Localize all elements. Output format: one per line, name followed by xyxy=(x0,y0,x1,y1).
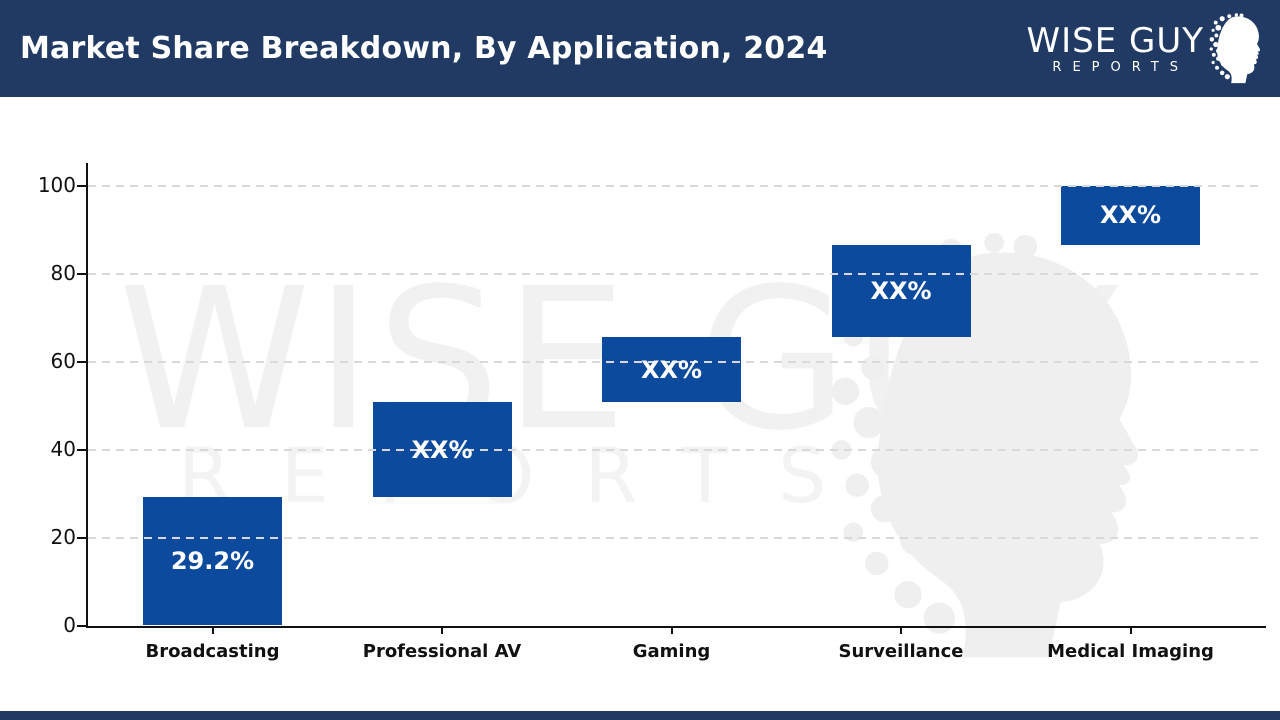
x-axis-line xyxy=(85,625,1266,628)
x-axis-label: Gaming xyxy=(632,641,711,662)
bar-value-label: XX% xyxy=(640,355,703,384)
x-axis-label: Professional AV xyxy=(362,641,522,662)
x-axis-label: Surveillance xyxy=(838,641,964,662)
y-tick-mark xyxy=(76,185,86,188)
y-tick-label: 0 xyxy=(63,612,76,637)
gridline xyxy=(88,185,1264,188)
gridline xyxy=(88,536,1264,539)
y-axis-line xyxy=(85,163,88,627)
y-tick-mark xyxy=(76,624,86,627)
y-tick-label: 60 xyxy=(50,348,76,373)
logo-text: WISE GUY REPORTS xyxy=(1026,24,1204,74)
footer-bar xyxy=(0,711,1280,720)
bar-broadcasting xyxy=(143,497,282,626)
y-tick-label: 100 xyxy=(37,173,76,198)
x-axis-label: Medical Imaging xyxy=(1047,641,1214,662)
y-tick-mark xyxy=(76,448,86,451)
y-tick-label: 80 xyxy=(50,260,76,285)
x-tick-mark xyxy=(211,627,214,634)
wiseguy-face-icon xyxy=(1209,12,1261,83)
y-tick-mark xyxy=(76,536,86,539)
wise-guy-logo: WISE GUY REPORTS xyxy=(1026,10,1266,88)
y-tick-label: 40 xyxy=(50,436,76,461)
x-tick-mark xyxy=(900,627,902,634)
page-title: Market Share Breakdown, By Application, … xyxy=(20,31,828,66)
gridline xyxy=(88,448,1264,451)
bar-value-label: XX% xyxy=(870,276,932,305)
x-tick-mark xyxy=(1129,627,1132,634)
bar-surveillance xyxy=(831,244,971,337)
y-tick-mark xyxy=(76,360,86,363)
bar-value-label: XX% xyxy=(1099,201,1162,230)
y-tick-label: 20 xyxy=(50,524,76,549)
logo-subtitle: REPORTS xyxy=(1052,59,1190,75)
bar-value-label: XX% xyxy=(411,435,473,464)
x-tick-mark xyxy=(441,627,443,634)
bar-value-label: 29.2% xyxy=(170,547,255,576)
x-axis-label: Broadcasting xyxy=(145,641,280,662)
gridline xyxy=(88,360,1264,363)
y-tick-mark xyxy=(76,272,86,275)
gridline xyxy=(88,272,1264,275)
bar-gaming xyxy=(602,336,741,403)
logo-wordmark: WISE GUY xyxy=(1026,20,1204,61)
bar-medical-imaging xyxy=(1061,186,1200,245)
header: Market Share Breakdown, By Application, … xyxy=(0,0,1280,97)
x-tick-mark xyxy=(670,627,673,634)
